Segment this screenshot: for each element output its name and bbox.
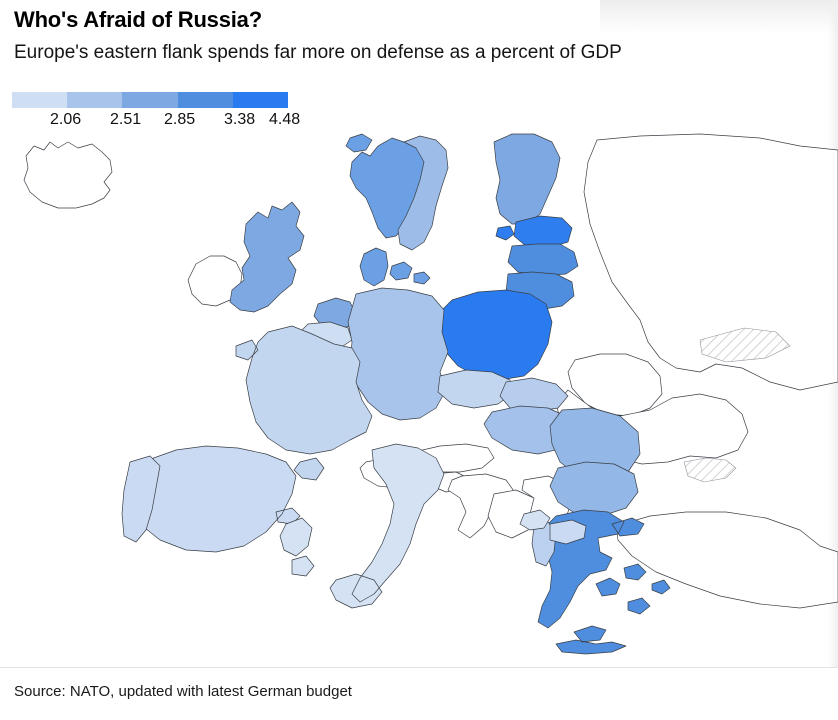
country-finland xyxy=(493,133,561,225)
country-denmark xyxy=(359,247,431,287)
legend-label-3: 2.85 xyxy=(164,111,196,128)
country-croatia xyxy=(447,473,517,539)
country-slovakia xyxy=(499,377,569,413)
map-svg xyxy=(23,133,838,655)
color-legend: 2.06 2.51 2.85 3.38 4.48 xyxy=(12,92,312,132)
legend-swatch-1 xyxy=(12,92,68,108)
country-iceland xyxy=(23,141,113,209)
country-bulgaria xyxy=(549,461,639,517)
country-sweden xyxy=(397,135,449,251)
source-note: Source: NATO, updated with latest German… xyxy=(14,683,352,700)
country-portugal xyxy=(121,455,161,543)
country-czechia xyxy=(437,369,513,409)
country-russia xyxy=(583,133,838,391)
country-poland xyxy=(439,289,553,381)
territory-crimea-disputed xyxy=(683,457,737,483)
page-title: Who's Afraid of Russia? xyxy=(14,7,262,32)
legend-swatch-3 xyxy=(122,92,178,108)
country-france xyxy=(235,325,373,481)
legend-label-4: 3.38 xyxy=(224,111,256,128)
legend-label-5: 4.48 xyxy=(269,111,301,128)
legend-swatch-2 xyxy=(67,92,123,108)
country-montenegro xyxy=(519,509,551,531)
chart-footer: Source: NATO, updated with latest German… xyxy=(0,667,838,720)
page-subtitle: Europe's eastern flank spends far more o… xyxy=(14,42,622,63)
country-estonia xyxy=(495,215,573,249)
country-germany xyxy=(347,287,449,421)
legend-label-1: 2.06 xyxy=(50,111,82,128)
country-italy xyxy=(279,443,445,609)
country-north-macedonia xyxy=(549,519,587,545)
country-latvia xyxy=(507,243,579,277)
legend-label-2: 2.51 xyxy=(110,111,142,128)
legend-swatch-5 xyxy=(232,92,289,108)
country-greece xyxy=(537,509,671,655)
territory-hatched-north xyxy=(699,327,791,363)
legend-tick-labels: 2.06 2.51 2.85 3.38 4.48 xyxy=(12,110,312,132)
country-united-kingdom xyxy=(229,201,305,313)
legend-gradient-bar xyxy=(12,92,289,108)
chart-header: Who's Afraid of Russia? Europe's eastern… xyxy=(14,6,818,66)
country-belarus xyxy=(567,353,663,417)
legend-swatch-4 xyxy=(177,92,233,108)
europe-choropleth-map xyxy=(0,132,838,670)
country-turkey xyxy=(615,511,838,609)
